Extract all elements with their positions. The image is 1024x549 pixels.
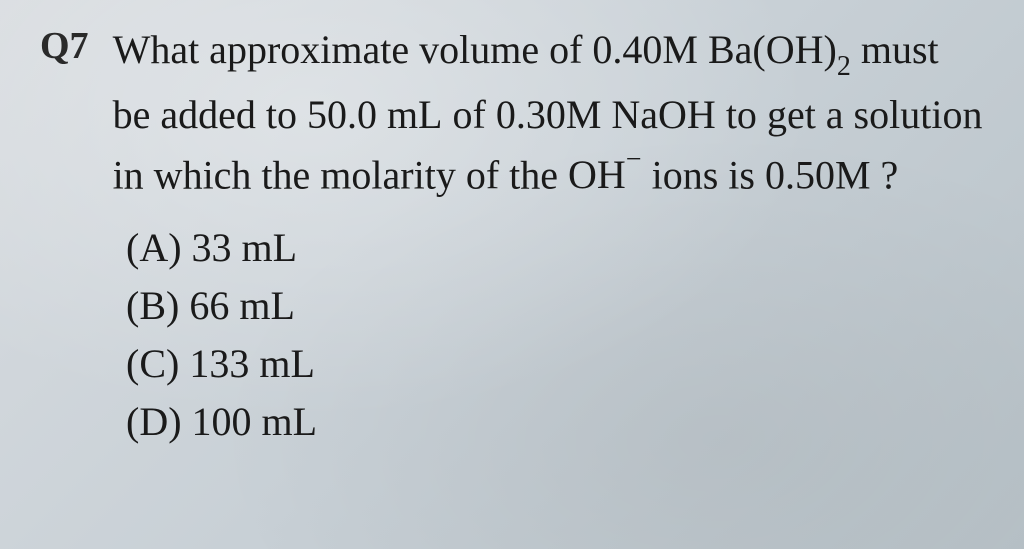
question-segment: to: [716, 92, 757, 137]
option-value: 100 mL: [192, 399, 318, 444]
concentration-2: 0.30M: [496, 92, 602, 137]
concentration-1: 0.40M: [592, 27, 698, 72]
option-b: (B) 66 mL: [126, 277, 984, 335]
question-segment: of: [442, 92, 495, 137]
option-label: (D): [126, 399, 182, 444]
ion-superscript: −: [626, 144, 642, 175]
question-segment: ions is: [652, 152, 765, 197]
question-text: What approximate volume of 0.40M Ba(OH)2…: [113, 20, 984, 205]
ion-base: OH: [568, 152, 626, 197]
ion: OH−: [568, 152, 642, 197]
question-segment: ?: [871, 152, 899, 197]
option-label: (A): [126, 225, 182, 270]
question-container: Q7 What approximate volume of 0.40M Ba(O…: [40, 20, 984, 451]
option-c: (C) 133 mL: [126, 335, 984, 393]
compound-1: Ba(OH)2: [698, 27, 851, 72]
compound-1-base: Ba(OH): [708, 27, 837, 72]
option-value: 133 mL: [189, 341, 315, 386]
volume-1: 50.0 mL: [307, 92, 443, 137]
option-d: (D) 100 mL: [126, 393, 984, 451]
option-value: 33 mL: [192, 225, 298, 270]
options-list: (A) 33 mL (B) 66 mL (C) 133 mL (D) 100 m…: [126, 219, 984, 451]
question-number: Q7: [40, 20, 89, 68]
option-label: (B): [126, 283, 179, 328]
option-a: (A) 33 mL: [126, 219, 984, 277]
question-row: Q7 What approximate volume of 0.40M Ba(O…: [40, 20, 984, 205]
target-molarity: 0.50M: [765, 152, 871, 197]
question-segment: What approximate volume of: [113, 27, 593, 72]
option-label: (C): [126, 341, 179, 386]
option-value: 66 mL: [189, 283, 295, 328]
compound-1-subscript: 2: [837, 51, 851, 82]
compound-2: NaOH: [601, 92, 715, 137]
